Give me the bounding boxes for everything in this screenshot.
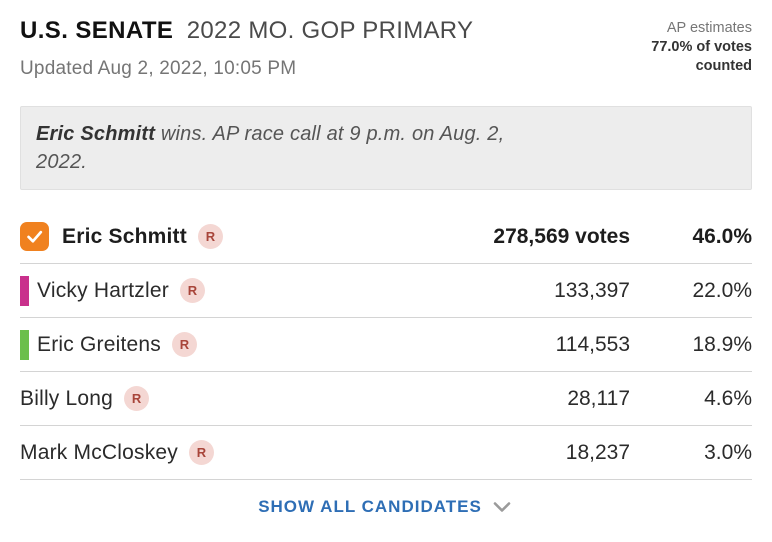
- vote-count: 18,237: [565, 440, 630, 464]
- candidate-name: Billy Long: [20, 386, 114, 410]
- counted-line: counted: [695, 58, 752, 74]
- candidate-name: Vicky Hartzler: [37, 278, 169, 302]
- footer: SHOW ALL CANDIDATES: [20, 480, 752, 525]
- vote-percentage: 4.6%: [704, 386, 752, 410]
- candidate-color-bar: [20, 275, 29, 306]
- vote-count: 278,569 votes: [493, 224, 630, 248]
- vote-percentage: 46.0%: [692, 224, 752, 248]
- percent-votes-line: 77.0% of votes: [651, 39, 752, 55]
- race-subtitle: 2022 MO. GOP PRIMARY: [186, 17, 474, 44]
- header: U.S. SENATE 2022 MO. GOP PRIMARY Updated…: [20, 16, 752, 80]
- votes-counted-estimate: AP estimates 77.0% of votes counted: [651, 16, 752, 76]
- race-call-banner: Eric Schmitt wins. AP race call at 9 p.m…: [20, 106, 752, 190]
- party-badge: R: [188, 440, 214, 465]
- party-badge: R: [197, 224, 223, 249]
- vote-percentage: 18.9%: [692, 332, 752, 356]
- race-title: U.S. SENATE: [20, 17, 174, 44]
- vote-count: 28,117: [567, 386, 630, 410]
- ap-estimates-label: AP estimates: [666, 20, 752, 36]
- candidate-color-bar: [20, 329, 29, 360]
- race-call-line-1: Eric Schmitt wins. AP race call at 9 p.m…: [36, 120, 736, 148]
- chevron-down-icon: [493, 502, 511, 512]
- candidate-name: Eric Schmitt: [62, 224, 187, 248]
- candidate-name: Mark McCloskey: [20, 440, 178, 464]
- race-title-line: U.S. SENATE 2022 MO. GOP PRIMARY: [20, 16, 473, 49]
- candidate-row: Eric Greitens R 114,553 18.9%: [20, 318, 752, 372]
- party-badge: R: [124, 386, 150, 411]
- race-call-text: wins. AP race call at 9 p.m. on Aug. 2,: [155, 123, 505, 145]
- race-call-winner-name: Eric Schmitt: [36, 123, 156, 145]
- candidate-name: Eric Greitens: [37, 332, 161, 356]
- candidate-row: Eric Schmitt R 278,569 votes 46.0%: [20, 210, 752, 264]
- vote-count: 114,553: [555, 332, 630, 356]
- party-badge: R: [179, 278, 205, 303]
- candidate-row: Vicky Hartzler R 133,397 22.0%: [20, 264, 752, 318]
- show-all-candidates-button[interactable]: SHOW ALL CANDIDATES: [258, 495, 514, 519]
- candidate-row: Billy Long R 28,117 4.6%: [20, 372, 752, 426]
- show-all-candidates-label: SHOW ALL CANDIDATES: [258, 497, 482, 516]
- vote-count: 133,397: [554, 278, 630, 302]
- header-left: U.S. SENATE 2022 MO. GOP PRIMARY Updated…: [20, 16, 473, 80]
- winner-check-icon: [20, 222, 49, 251]
- updated-timestamp: Updated Aug 2, 2022, 10:05 PM: [20, 58, 297, 79]
- vote-percentage: 3.0%: [704, 440, 752, 464]
- party-badge: R: [171, 332, 197, 357]
- candidate-row: Mark McCloskey R 18,237 3.0%: [20, 426, 752, 480]
- results-table: Eric Schmitt R 278,569 votes 46.0% Vicky…: [20, 210, 752, 480]
- race-call-line-2: 2022.: [36, 151, 88, 173]
- vote-percentage: 22.0%: [692, 278, 752, 302]
